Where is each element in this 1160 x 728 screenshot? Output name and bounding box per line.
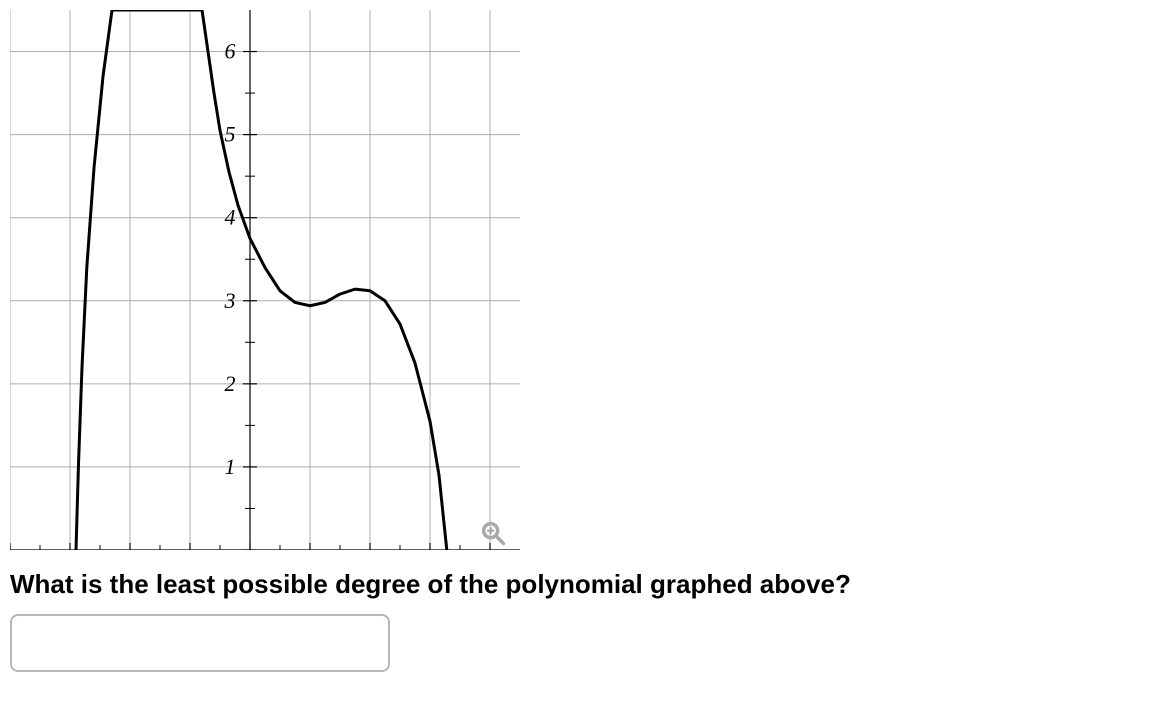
question-text: What is the least possible degree of the… xyxy=(10,569,1160,600)
svg-text:1: 1 xyxy=(225,454,236,479)
svg-text:4: 4 xyxy=(225,205,236,230)
svg-text:3: 3 xyxy=(224,288,236,313)
polynomial-chart: 1 2 3 4 5 6 xyxy=(10,10,1160,555)
svg-text:6: 6 xyxy=(225,39,236,64)
svg-text:5: 5 xyxy=(225,122,236,147)
zoom-icon[interactable] xyxy=(479,519,507,552)
svg-text:2: 2 xyxy=(225,371,236,396)
answer-input[interactable] xyxy=(10,614,390,672)
